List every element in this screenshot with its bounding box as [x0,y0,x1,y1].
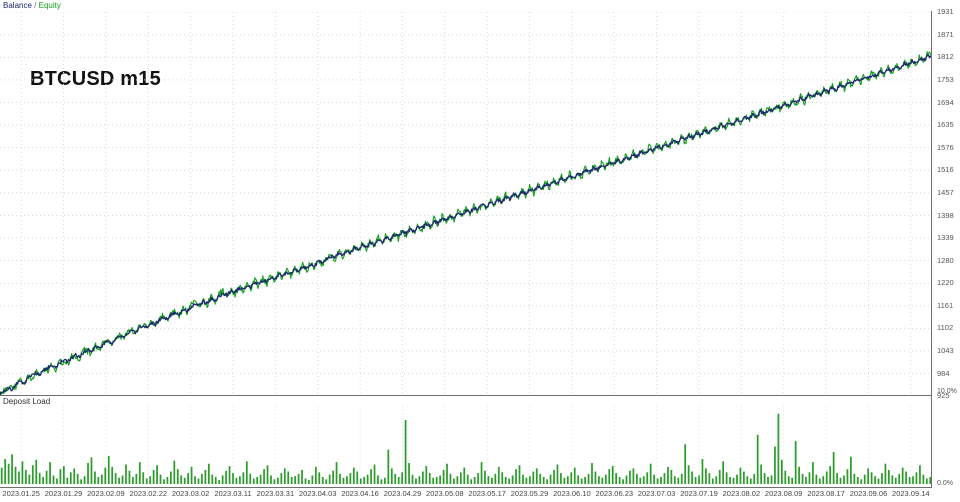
deposit-load-min-label: 0.0% [937,480,953,487]
chart-legend: Balance / Equity [3,1,61,10]
price-axis-tick: 1516 [937,165,954,175]
date-axis-tick: 2023.09.14 [892,489,930,498]
date-axis-tick: 2023.05.29 [510,489,549,498]
deposit-load-gridlines [20,406,912,484]
price-axis-tick: 1635 [937,120,954,129]
legend-balance-label: Balance [3,1,32,10]
deposit-load-panel [0,396,960,502]
price-axis-tick: 1871 [937,29,954,39]
balance-equity-panel: Balance / Equity BTCUSD m15 [0,1,932,396]
price-axis-tick: 1694 [937,97,954,107]
price-axis-tick: 1161 [937,300,954,310]
page-title: BTCUSD m15 [30,68,161,90]
date-axis-tick: 2023.06.23 [595,489,634,498]
price-axis-tick: 1457 [937,187,954,197]
date-axis-tick: 2023.08.17 [807,489,845,498]
date-axis-tick: 2023.03.02 [171,489,210,498]
date-axis-tick: 2023.03.31 [256,489,295,498]
date-axis-tick: 2023.02.22 [129,489,168,498]
price-axis-tick: 984 [937,368,950,378]
equity-plot-area [0,12,932,396]
equity-curve-svg [0,12,932,396]
price-axis-tick: 1398 [937,210,954,220]
equity-line [0,51,932,396]
price-axis-tick: 1812 [937,52,954,62]
date-axis-tick: 2023.09.06 [849,489,888,498]
date-axis: 2023.01.25 2023.01.29 2023.02.09 2023.02.22… [0,489,932,502]
date-axis-tick: 2023.07.19 [680,489,718,498]
price-axis-tick: 1280 [937,255,954,265]
price-axis-tick: 1102 [937,323,954,333]
date-axis-tick: 2023.02.09 [87,489,125,498]
price-axis-tick: 1043 [937,346,954,355]
deposit-load-bars [0,413,932,484]
legend-separator: / [34,1,37,10]
deposit-load-plot-area [0,406,932,484]
date-axis-tick: 2023.04.29 [383,489,422,498]
deposit-load-title: Deposit Load [3,397,51,406]
date-axis-tick: 2023.05.17 [468,489,506,498]
price-axis-tick: 1753 [937,74,954,84]
date-axis-tick: 2023.07.03 [637,489,676,498]
date-axis-tick: 2023.04.16 [341,489,379,498]
chart-bottom-rule [0,487,932,488]
date-axis-tick: 2023.08.09 [764,489,803,498]
price-axis-tick: 1931 [937,7,954,16]
price-axis-tick: 1220 [937,278,954,288]
right-axis-line [931,11,932,488]
price-axis-tick: 1576 [937,142,954,152]
date-axis-tick: 2023.03.11 [214,489,252,498]
price-axis-tick: 925 [937,391,950,400]
date-axis-tick: 2023.04.03 [298,489,337,498]
date-axis-tick: 2023.01.25 [2,489,40,498]
date-axis-tick: 2023.01.29 [44,489,83,498]
date-axis-tick: 2023.05.08 [426,489,464,498]
equity-gridlines [0,12,932,396]
deposit-load-top-rule [0,395,932,396]
legend-equity-label: Equity [38,1,61,10]
date-axis-tick: 2023.08.02 [722,489,761,498]
deposit-load-max-label: 10.0% [937,388,957,395]
balance-line [0,54,932,396]
price-axis-tick: 1339 [937,233,954,242]
date-axis-tick: 2023.06.10 [553,489,591,498]
deposit-load-bars-svg [0,406,932,484]
